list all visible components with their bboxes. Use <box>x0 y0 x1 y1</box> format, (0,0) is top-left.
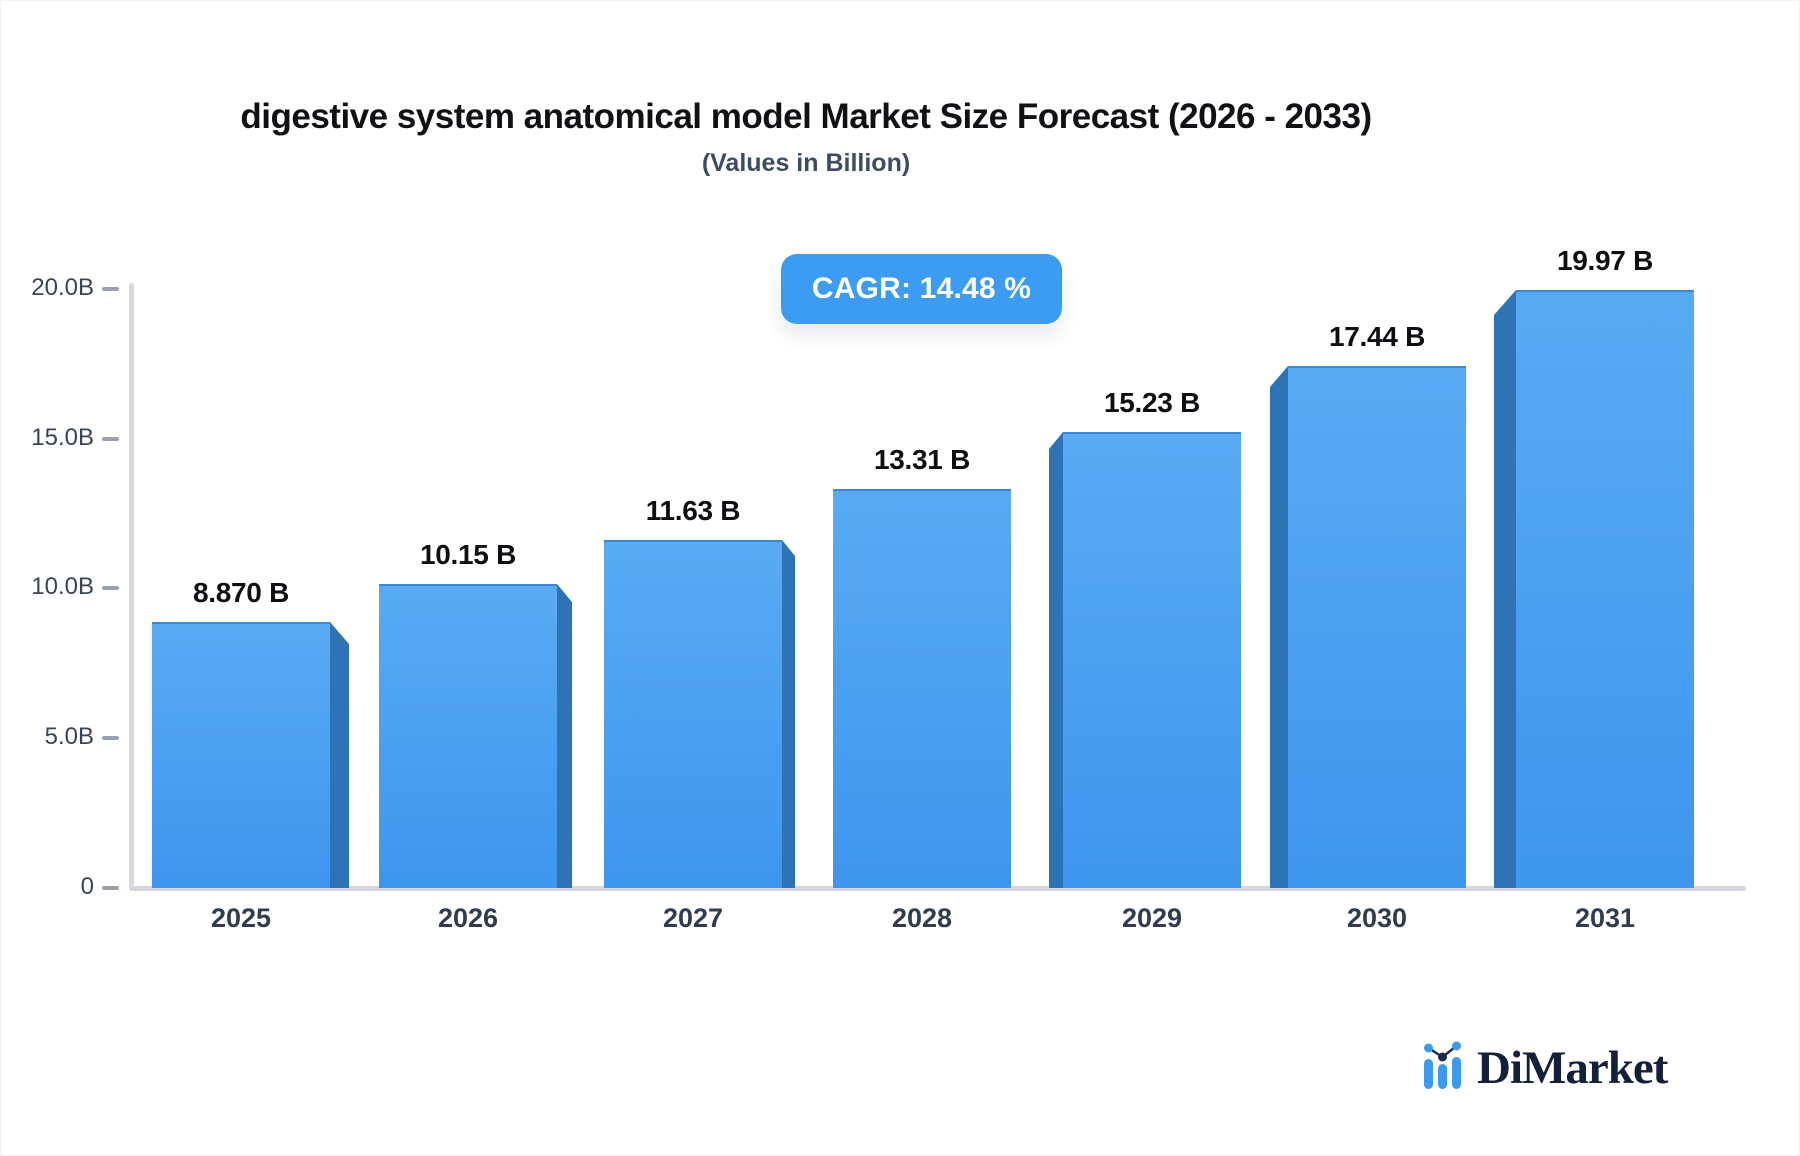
bar-side-face <box>1270 366 1288 888</box>
bar-value-label: 8.870 B <box>193 577 289 608</box>
y-axis-tick-label: 20.0B <box>31 274 94 301</box>
bar-value-label: 17.44 B <box>1329 321 1425 352</box>
bar <box>1063 432 1241 888</box>
x-axis-tick-label: 2029 <box>1121 903 1183 933</box>
y-axis-tick-label: 0 <box>80 873 94 900</box>
cagr-badge-label: CAGR: 14.48 % <box>811 272 1032 305</box>
x-axis-tick-label: 2026 <box>437 903 499 933</box>
y-axis-tick-dash <box>102 586 119 590</box>
x-axis-tick-label: 2027 <box>662 903 724 933</box>
y-axis-line <box>129 283 134 889</box>
bar-side-face <box>1049 432 1063 888</box>
bar <box>379 584 557 888</box>
bar-side-face <box>557 584 572 888</box>
y-axis-tick-dash <box>102 287 119 291</box>
x-axis-tick-label: 2031 <box>1574 903 1636 933</box>
dimarket-logo-text: DiMarket <box>1477 1042 1668 1094</box>
bar <box>604 540 782 888</box>
x-axis-tick-label: 2028 <box>891 903 953 933</box>
y-axis-tick-label: 15.0B <box>31 424 94 451</box>
x-axis-tick-label: 2025 <box>210 903 272 933</box>
x-axis-tick-label: 2030 <box>1346 903 1408 933</box>
y-axis-tick-label: 5.0B <box>44 723 94 750</box>
cagr-badge: CAGR: 14.48 % <box>781 254 1062 324</box>
bar-value-label: 10.15 B <box>420 539 516 570</box>
dimarket-logo-icon <box>1424 1041 1461 1089</box>
bar-value-label: 15.23 B <box>1104 387 1200 418</box>
bar-side-face <box>782 540 795 888</box>
y-axis-tick-label: 10.0B <box>31 573 94 600</box>
chart-subtitle: (Values in Billion) <box>701 149 911 177</box>
y-axis-tick-dash <box>102 736 119 740</box>
bar-side-face <box>1494 290 1516 888</box>
x-axis-line <box>129 886 1746 891</box>
bar <box>833 489 1011 888</box>
bar <box>1288 366 1466 888</box>
bar <box>152 622 330 888</box>
bar-value-label: 11.63 B <box>645 495 741 526</box>
bar-side-face <box>330 622 349 888</box>
chart-title: digestive system anatomical model Market… <box>240 97 1372 136</box>
y-axis-tick-dash <box>102 437 119 441</box>
bar-value-label: 13.31 B <box>874 444 970 475</box>
bar-value-label: 19.97 B <box>1557 245 1653 276</box>
brand-logo: DiMarket <box>1423 1039 1668 1097</box>
y-axis-tick-dash <box>102 886 119 890</box>
bar <box>1516 290 1694 888</box>
